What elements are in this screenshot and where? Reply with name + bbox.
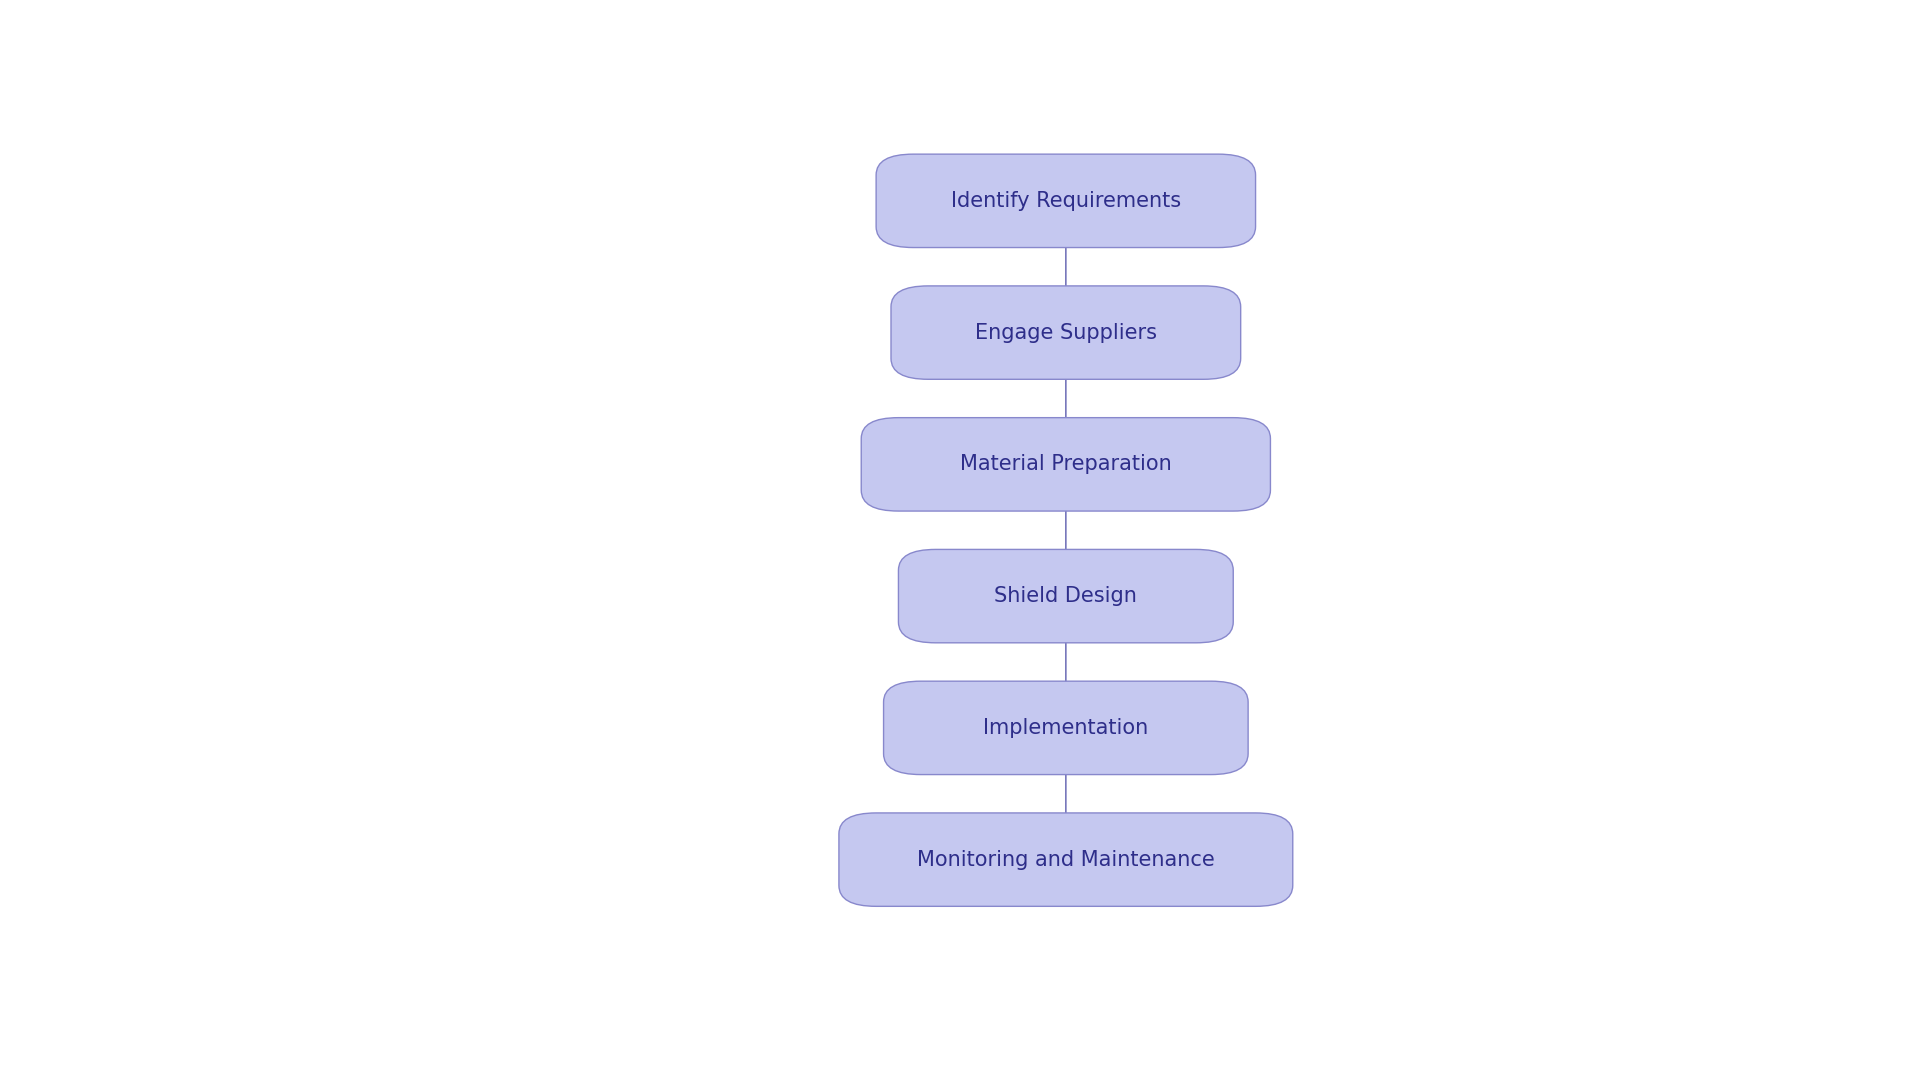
Text: Identify Requirements: Identify Requirements [950,191,1181,211]
FancyBboxPatch shape [899,549,1233,643]
Text: Shield Design: Shield Design [995,586,1137,606]
FancyBboxPatch shape [876,154,1256,248]
FancyBboxPatch shape [891,286,1240,379]
Text: Material Preparation: Material Preparation [960,455,1171,474]
Text: Implementation: Implementation [983,718,1148,738]
Text: Monitoring and Maintenance: Monitoring and Maintenance [918,850,1215,870]
FancyBboxPatch shape [883,681,1248,774]
FancyBboxPatch shape [862,418,1271,511]
FancyBboxPatch shape [839,813,1292,906]
Text: Engage Suppliers: Engage Suppliers [975,323,1158,342]
